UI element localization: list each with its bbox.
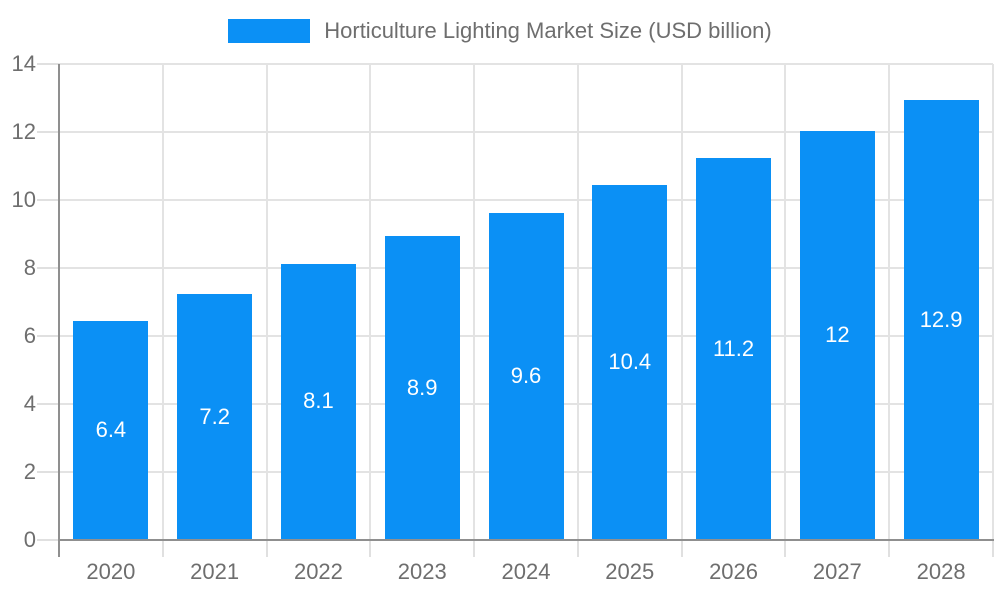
bar-value-label: 11.2 xyxy=(712,335,755,361)
v-gridline xyxy=(576,64,579,540)
x-axis-tick xyxy=(680,540,683,557)
legend-label: Horticulture Lighting Market Size (USD b… xyxy=(324,18,772,43)
x-axis-tick xyxy=(784,540,787,557)
v-gridline xyxy=(888,64,891,540)
y-axis-tick xyxy=(37,335,59,337)
v-gridline xyxy=(265,64,268,540)
y-axis-tick xyxy=(37,471,59,473)
h-gridline xyxy=(59,63,993,65)
y-axis-tick xyxy=(37,539,59,541)
bar: 7.2 xyxy=(177,294,253,539)
x-axis-tick xyxy=(576,540,579,557)
x-axis-tick-label: 2020 xyxy=(86,559,136,584)
y-axis-tick-label: 12 xyxy=(11,119,36,144)
x-axis-tick xyxy=(888,540,891,557)
x-axis-tick xyxy=(992,540,994,557)
v-gridline xyxy=(161,64,164,540)
bar: 6.4 xyxy=(73,321,149,539)
bar-value-label: 7.2 xyxy=(199,403,230,429)
h-gridline xyxy=(59,131,993,133)
x-axis-tick-label: 2026 xyxy=(709,559,759,584)
bar: 12.9 xyxy=(903,100,979,539)
bar-value-label: 12 xyxy=(825,322,850,347)
y-axis-tick xyxy=(37,131,59,133)
y-axis-tick xyxy=(37,63,59,65)
legend-swatch xyxy=(228,19,311,43)
x-axis-tick xyxy=(161,540,164,557)
x-axis-tick-label: 2025 xyxy=(605,559,655,584)
y-axis-tick-label: 4 xyxy=(23,391,36,416)
y-axis-line xyxy=(58,64,60,557)
v-gridline xyxy=(473,64,476,540)
y-axis-tick-label: 0 xyxy=(23,527,36,552)
bar-value-label: 6.4 xyxy=(95,417,127,443)
y-axis-tick xyxy=(37,267,59,269)
x-axis-tick-label: 2024 xyxy=(501,559,551,584)
legend[interactable]: Horticulture Lighting Market Size (USD b… xyxy=(0,17,1000,45)
v-gridline xyxy=(680,64,683,540)
bar-value-label: 9.6 xyxy=(510,362,542,388)
v-gridline xyxy=(369,64,372,540)
bar: 11.2 xyxy=(696,158,772,539)
x-axis-tick-label: 2027 xyxy=(812,559,862,584)
bar: 10.4 xyxy=(592,185,668,539)
bar-value-label: 12.9 xyxy=(919,306,963,332)
x-axis-tick-label: 2028 xyxy=(916,559,966,584)
v-gridline xyxy=(784,64,787,540)
x-axis-tick-label: 2021 xyxy=(190,559,240,584)
bar-value-label: 8.1 xyxy=(303,388,334,414)
bar: 8.1 xyxy=(280,263,356,539)
h-gridline xyxy=(59,199,993,201)
bar-value-label: 8.9 xyxy=(406,374,438,400)
x-axis-line xyxy=(58,539,994,541)
y-axis-tick-label: 6 xyxy=(23,323,36,348)
y-axis-tick-label: 10 xyxy=(11,187,36,212)
x-axis-tick xyxy=(265,540,268,557)
x-axis-tick xyxy=(473,540,476,557)
x-axis-tick-label: 2022 xyxy=(293,559,343,584)
bar: 9.6 xyxy=(488,212,564,539)
y-axis-tick xyxy=(37,199,59,201)
y-axis-tick-label: 14 xyxy=(11,51,36,76)
v-gridline xyxy=(992,64,994,540)
x-axis-tick-label: 2023 xyxy=(397,559,447,584)
bar: 12 xyxy=(799,131,875,539)
y-axis-tick-label: 2 xyxy=(23,459,36,484)
bar: 8.9 xyxy=(384,236,460,539)
y-axis-tick-label: 8 xyxy=(23,255,36,280)
x-axis-tick xyxy=(369,540,372,557)
bar-value-label: 10.4 xyxy=(608,349,652,375)
y-axis-tick xyxy=(37,403,59,405)
